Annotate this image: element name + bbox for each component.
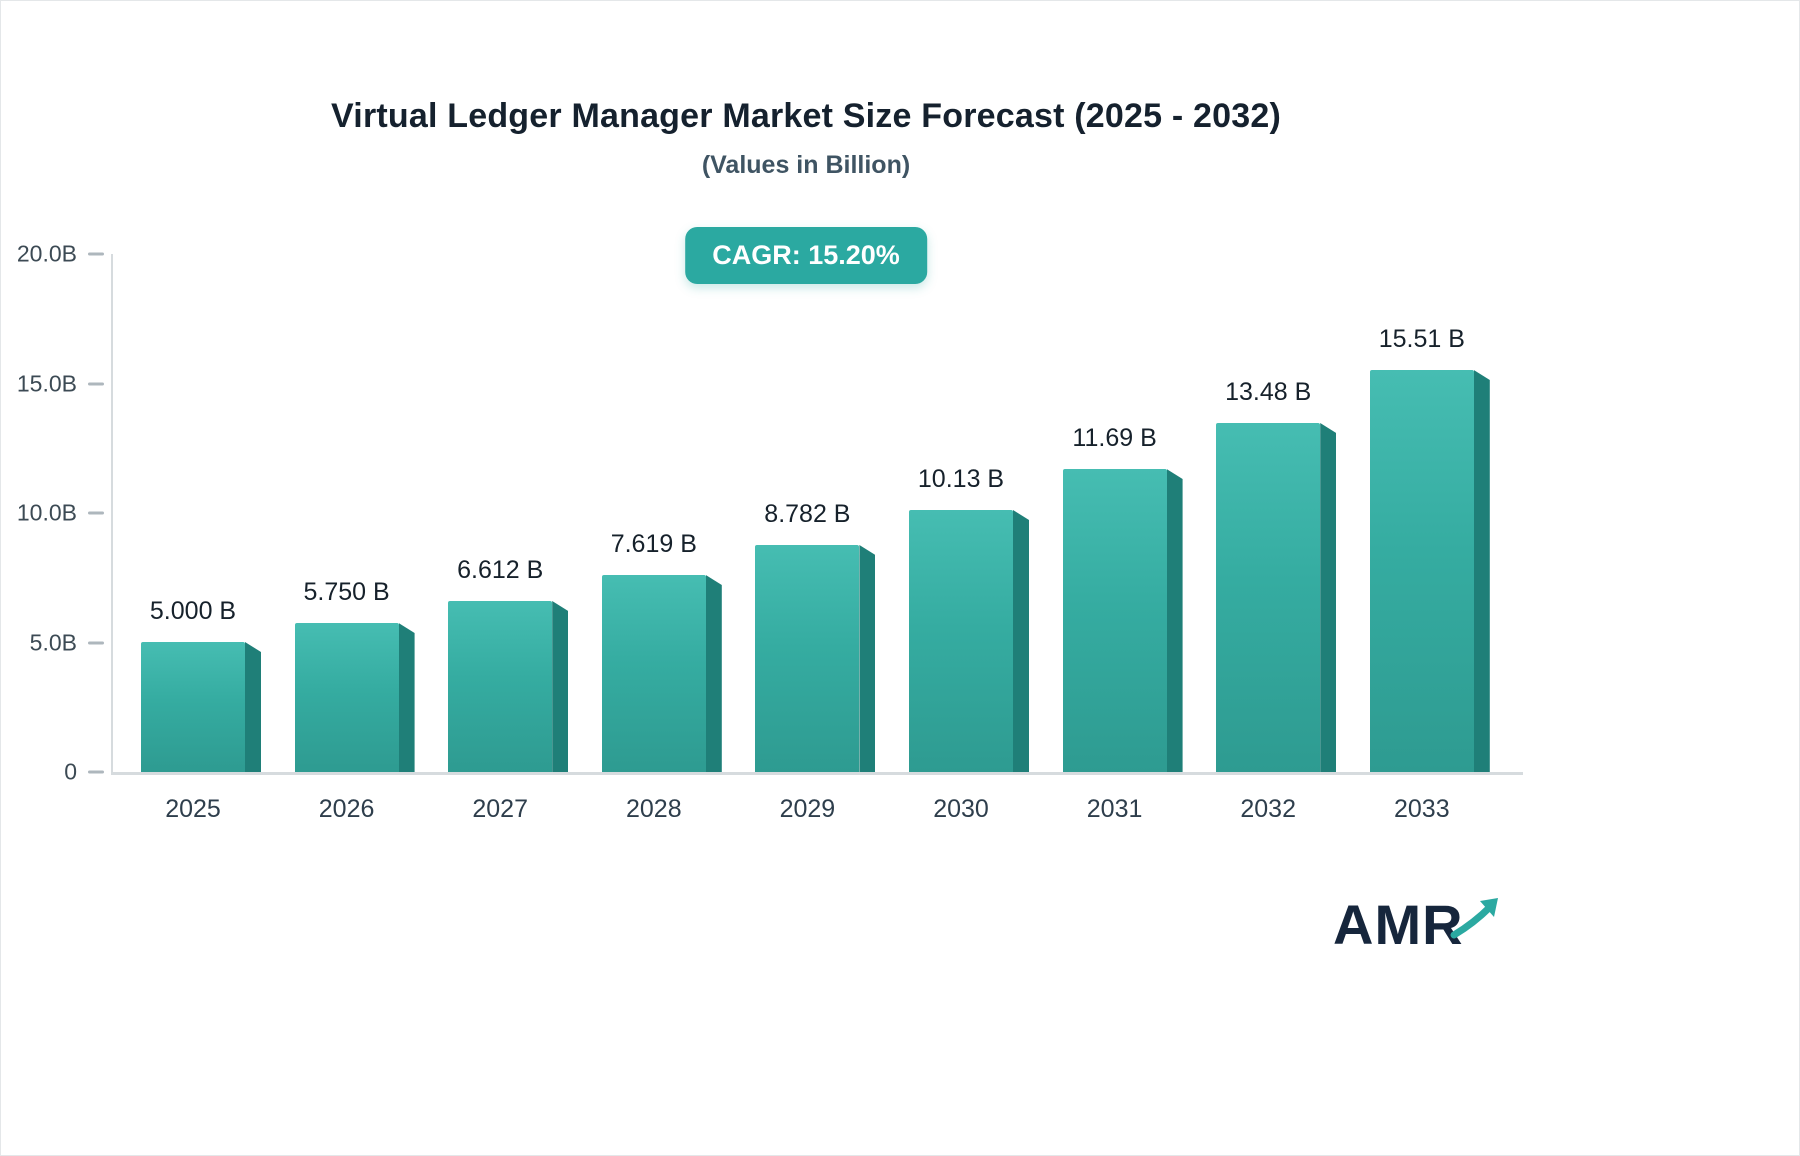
bar-side-face [1013, 510, 1029, 772]
x-tick-label: 2033 [1393, 795, 1450, 823]
y-tick-mark [88, 382, 104, 385]
y-tick-label: 20.0B [16, 240, 77, 267]
bar-value-label: 7.619 B [610, 530, 697, 558]
y-tick-label: 0 [64, 758, 77, 785]
logo-text: AMR [1333, 893, 1464, 956]
bar-side-face [705, 575, 722, 772]
y-tick-mark [88, 252, 104, 256]
bar-group-2031: 11.69 B 2031 [1062, 424, 1183, 823]
x-tick-label: 2030 [933, 795, 989, 823]
x-tick-label: 2028 [625, 795, 682, 823]
bar-front-face [141, 642, 245, 772]
x-tick-label: 2026 [318, 795, 375, 823]
bar-side-face [1473, 370, 1490, 772]
bar-group-2027: 6.612 B 2027 [448, 556, 569, 823]
bar-value-label: 13.48 B [1225, 378, 1312, 406]
bar-group-2029: 8.782 B 2029 [755, 500, 876, 823]
y-tick-mark [88, 511, 104, 515]
bar-side-face [1320, 423, 1337, 772]
logo-arrow-icon [1450, 898, 1498, 939]
cagr-badge: CAGR: 15.20% [685, 227, 927, 284]
bar-front-face [601, 575, 706, 772]
bar-value-label: 15.51 B [1378, 325, 1465, 353]
bar-front-face [1216, 423, 1321, 772]
x-tick-label: 2025 [165, 795, 221, 823]
y-tick-mark [88, 641, 104, 644]
y-tick-label: 15.0B [16, 370, 77, 396]
bar-side-face [552, 601, 569, 772]
bar-value-label: 8.782 B [764, 500, 851, 528]
bar-group-2026: 5.750 B 2026 [294, 578, 415, 823]
amr-logo: AMR [1333, 897, 1504, 953]
bar-group-2033: 15.51 B 2033 [1369, 325, 1490, 823]
bar-group-2032: 13.48 B 2032 [1216, 378, 1337, 823]
bar-group-2025: 5.000 B 2025 [141, 597, 261, 823]
y-tick-label: 10.0B [16, 499, 77, 526]
bar-group-2028: 7.619 B 2028 [601, 530, 722, 823]
x-tick-label: 2032 [1240, 795, 1296, 823]
bar-value-label: 5.000 B [149, 597, 237, 625]
plot-area: 5.000 B 2025 5.750 B 2026 6.612 B 2027 7.619 B… [111, 254, 1523, 823]
bar-side-face [398, 623, 415, 772]
bar-side-face [245, 642, 261, 772]
bar-front-face [909, 510, 1013, 772]
y-tick-mark [88, 770, 104, 774]
y-tick-label: 5.0B [29, 629, 77, 655]
bar-value-label: 5.750 B [303, 578, 390, 606]
bar-front-face [1062, 469, 1167, 772]
chart-subtitle: (Values in Billion) [701, 151, 911, 179]
bar-front-face [755, 545, 860, 772]
x-tick-label: 2031 [1086, 795, 1143, 823]
bar-front-face [294, 623, 399, 772]
bar-value-label: 10.13 B [917, 465, 1005, 493]
bar-group-2030: 10.13 B 2030 [909, 465, 1029, 823]
bar-value-label: 11.69 B [1072, 424, 1157, 452]
bar-front-face [448, 601, 553, 772]
bar-value-label: 6.612 B [457, 556, 544, 584]
y-axis: 20.0B 15.0B 10.0B 5.0B 0 [1, 241, 111, 785]
x-tick-label: 2029 [779, 795, 836, 823]
x-tick-label: 2027 [472, 795, 528, 823]
bar-side-face [859, 545, 876, 772]
chart-title: Virtual Ledger Manager Market Size Forec… [331, 97, 1281, 135]
bar-front-face [1369, 370, 1474, 772]
bar-side-face [1166, 469, 1183, 772]
